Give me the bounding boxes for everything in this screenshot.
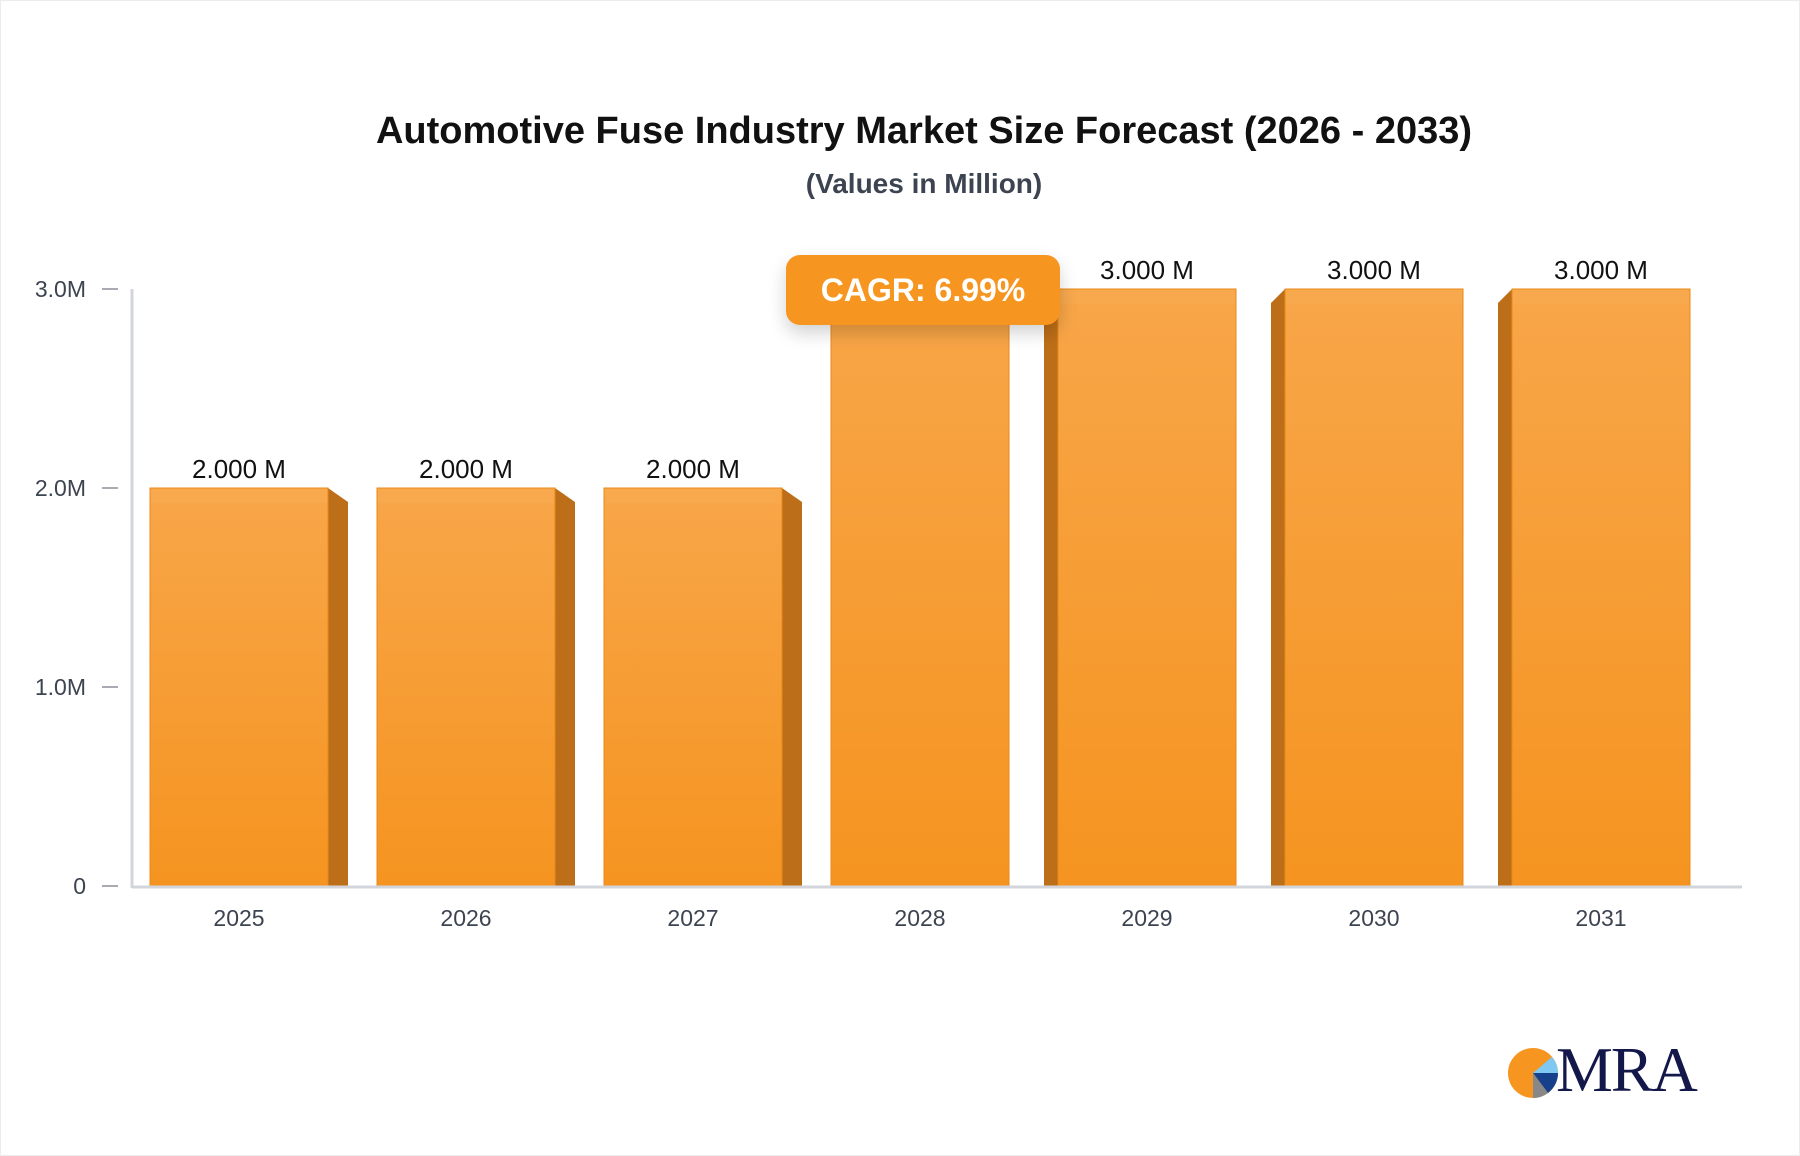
data-label: 3.000 M [1554, 255, 1648, 285]
bar-2030 [1284, 288, 1464, 887]
bar-top-highlight [1513, 290, 1689, 304]
y-tick-label: 2.0M [35, 475, 86, 501]
chart-subtitle: (Values in Million) [805, 168, 1043, 199]
y-tick-label: 0 [73, 873, 86, 899]
chart-title: Automotive Fuse Industry Market Size For… [375, 110, 1473, 152]
data-label: 2.000 M [646, 454, 740, 484]
cagr-badge: CAGR: 6.99% [786, 255, 1060, 325]
mra-logo: MRA [1506, 1034, 1698, 1105]
data-label: 3.000 M [1100, 255, 1194, 285]
bar-2025 [149, 487, 329, 887]
x-tick-label: 2028 [894, 905, 945, 931]
data-label: 3.000 M [1327, 255, 1421, 285]
bar-side [1498, 289, 1512, 886]
bar-top-highlight [1286, 290, 1462, 304]
x-tick-label: 2025 [213, 905, 264, 931]
x-tick-label: 2030 [1348, 905, 1399, 931]
bar-2031 [1511, 288, 1691, 887]
x-tick-label: 2027 [667, 905, 718, 931]
bar-top-highlight [1059, 290, 1235, 304]
bar-top-highlight [605, 489, 781, 503]
y-tick-label: 3.0M [35, 276, 86, 302]
data-label: 2.000 M [192, 454, 286, 484]
bar-top-highlight [151, 489, 327, 503]
bar-2028 [830, 288, 1010, 887]
bar-2027 [603, 487, 783, 887]
pie-logo-icon [1508, 1048, 1558, 1098]
bar-2026 [376, 487, 556, 887]
bar-side [1044, 289, 1058, 886]
y-tick-label: 1.0M [35, 674, 86, 700]
x-tick-label: 2026 [440, 905, 491, 931]
logo-text: MRA [1556, 1034, 1698, 1105]
bar-2029 [1057, 288, 1237, 887]
bar-side [1271, 289, 1285, 886]
bar-side [555, 488, 575, 886]
bar-side [328, 488, 348, 886]
bar-side [782, 488, 802, 886]
x-tick-label: 2029 [1121, 905, 1172, 931]
data-label: 2.000 M [419, 454, 513, 484]
x-tick-label: 2031 [1575, 905, 1626, 931]
bar-top-highlight [378, 489, 554, 503]
